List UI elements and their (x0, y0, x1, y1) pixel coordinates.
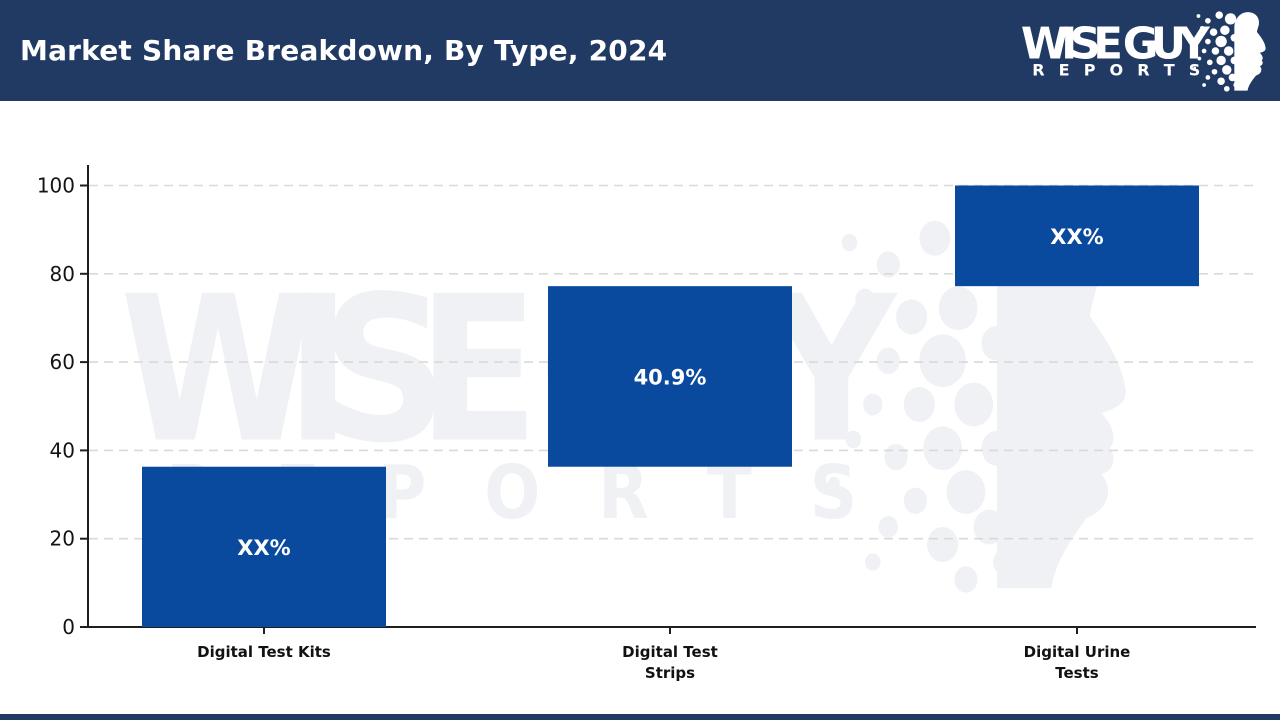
ytick-label-100: 100 (37, 174, 75, 198)
bar-value-label-0: XX% (237, 536, 290, 560)
brand-name-text: WISE GUY (1021, 19, 1210, 69)
brand-logo: WISE GUY R E P O R T S (1019, 7, 1274, 95)
ytick-label-80: 80 (50, 262, 75, 286)
brand-subtitle-text: R E P O R T S (1032, 60, 1200, 79)
footer-bar (0, 714, 1280, 720)
category-label-2: Digital Urine Tests (1024, 643, 1131, 682)
bar-segment-0 (142, 466, 386, 627)
ytick-label-40: 40 (50, 438, 75, 462)
bar-segment-1 (548, 286, 792, 467)
wise-guy-reports-logo: WISE GUY R E P O R T S (1021, 10, 1266, 92)
bar-value-label-1: 40.9% (634, 365, 707, 389)
ytick-label-0: 0 (62, 615, 75, 639)
category-label-1: Digital Test Strips (622, 643, 718, 682)
dotted-head-icon (1193, 10, 1266, 92)
header-bar: Market Share Breakdown, By Type, 2024 WI… (0, 0, 1280, 101)
face-profile-icon (1234, 11, 1266, 91)
chart-title: Market Share Breakdown, By Type, 2024 (20, 34, 668, 67)
bar-value-label-2: XX% (1050, 225, 1103, 249)
ytick-label-20: 20 (50, 527, 75, 551)
category-label-0: Digital Test Kits (197, 643, 331, 661)
ytick-label-60: 60 (50, 350, 75, 374)
